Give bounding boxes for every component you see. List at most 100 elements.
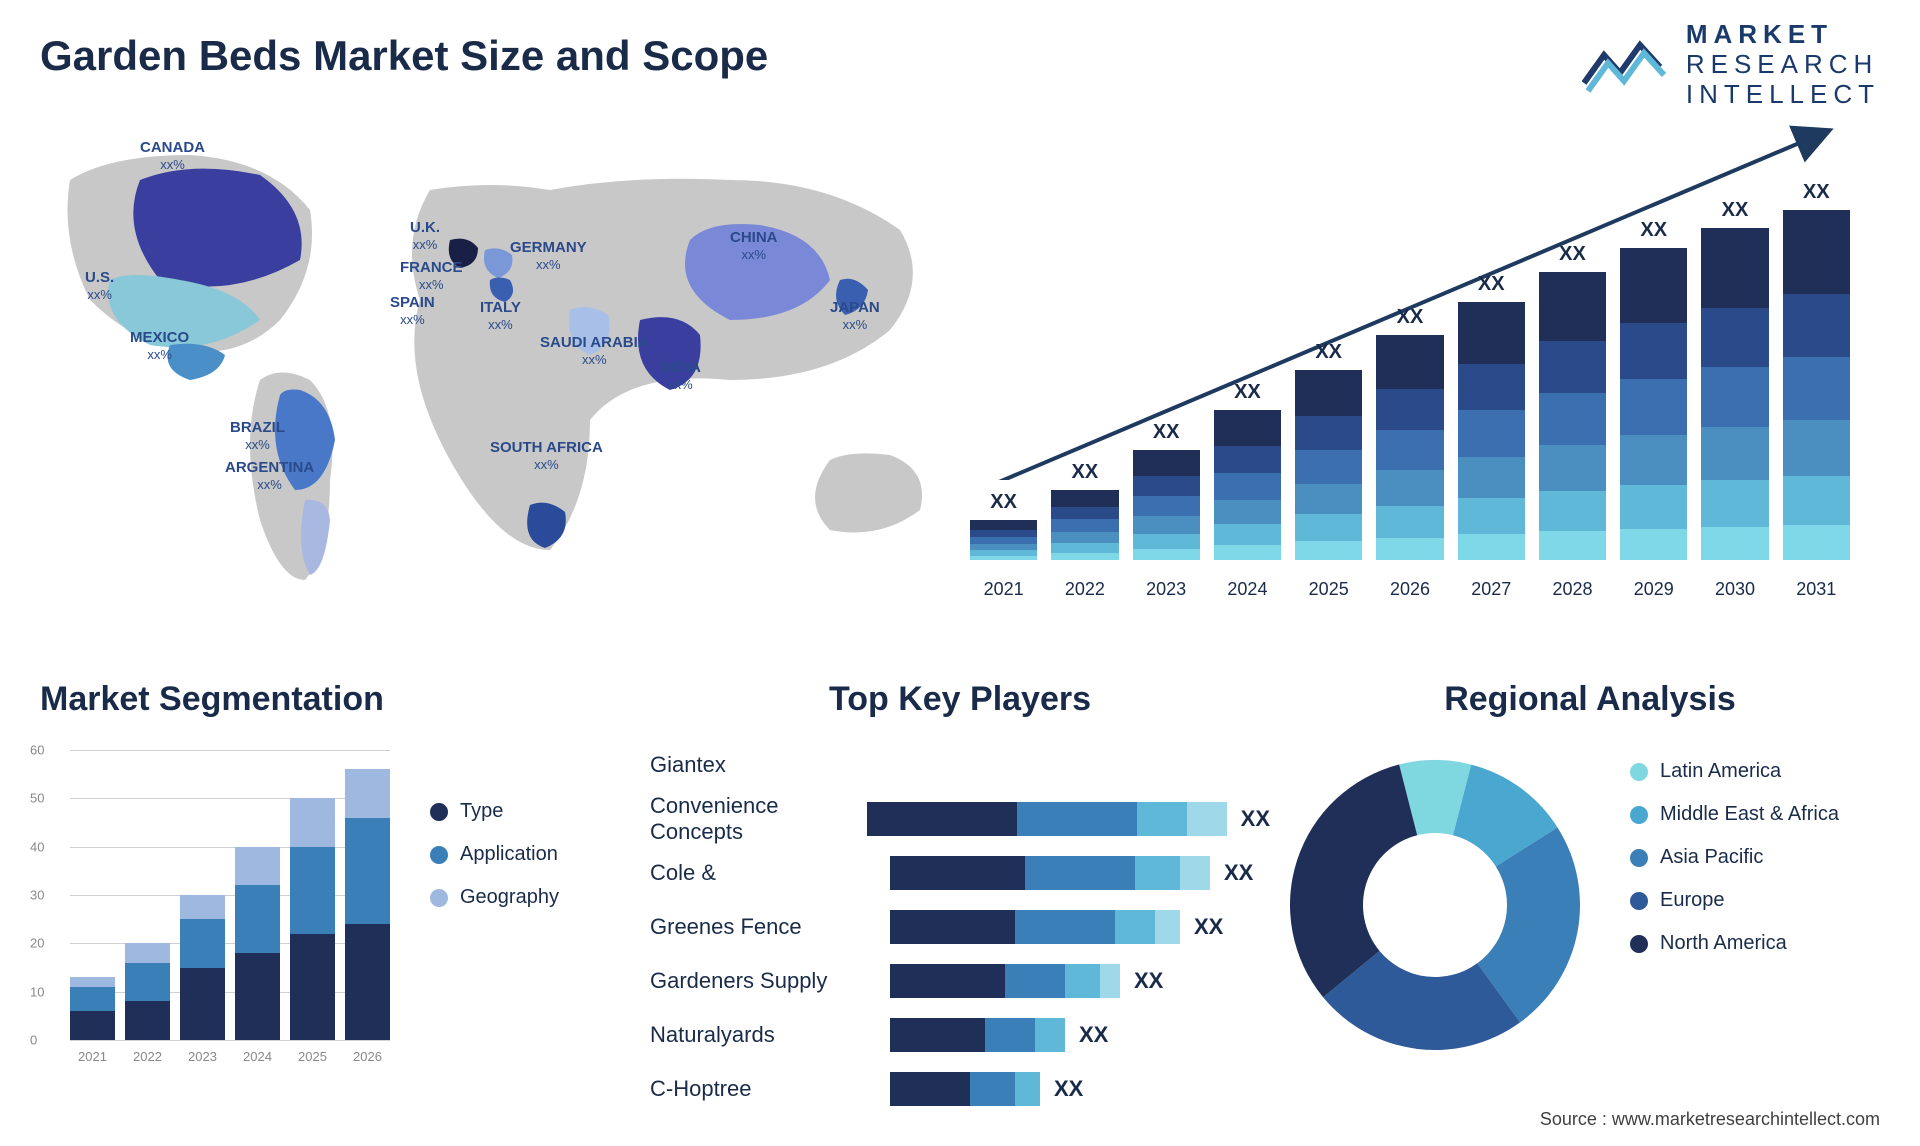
player-row: Greenes FenceXX (650, 900, 1270, 954)
map-label: JAPANxx% (830, 300, 880, 333)
legend-item: Latin America (1630, 760, 1839, 783)
player-row: Convenience Concepts XX (650, 792, 1270, 846)
seg-ytick: 10 (30, 984, 44, 999)
map-label: SPAINxx% (390, 295, 435, 328)
growth-bar-column: XX (1376, 306, 1443, 560)
player-row: Giantex (650, 738, 1270, 792)
growth-year-label: 2022 (1051, 579, 1118, 600)
world-map: CANADAxx%U.S.xx%MEXICOxx%BRAZILxx%ARGENT… (30, 120, 970, 600)
map-label: INDIAxx% (660, 360, 701, 393)
player-name: Naturalyards (650, 1022, 890, 1048)
growth-value-label: XX (1072, 461, 1099, 484)
growth-bar-column: XX (1295, 341, 1362, 560)
seg-year-label: 2023 (180, 1049, 225, 1064)
legend-item: Middle East & Africa (1630, 803, 1839, 826)
player-value: XX (1134, 968, 1163, 994)
seg-bar-column (125, 943, 170, 1040)
page-title: Garden Beds Market Size and Scope (40, 32, 768, 80)
player-name: Greenes Fence (650, 914, 890, 940)
map-label: ARGENTINAxx% (225, 460, 314, 493)
growth-value-label: XX (1153, 421, 1180, 444)
seg-bar-column (290, 798, 335, 1040)
player-bar (890, 1018, 1065, 1052)
growth-year-label: 2028 (1539, 579, 1606, 600)
legend-item: Europe (1630, 889, 1839, 912)
player-row: Cole & XX (650, 846, 1270, 900)
growth-year-label: 2025 (1295, 579, 1362, 600)
regional-heading: Regional Analysis (1300, 680, 1880, 719)
growth-year-label: 2027 (1458, 579, 1525, 600)
player-value: XX (1079, 1022, 1108, 1048)
player-bar (867, 802, 1227, 836)
map-label: GERMANYxx% (510, 240, 587, 273)
growth-value-label: XX (1478, 273, 1505, 296)
regional-legend: Latin America Middle East & Africa Asia Pa… (1630, 760, 1839, 975)
seg-ytick: 30 (30, 888, 44, 903)
growth-bar-column: XX (1458, 273, 1525, 560)
seg-bar-column (70, 977, 115, 1040)
seg-ytick: 60 (30, 743, 44, 758)
segmentation-section: Market Segmentation 0102030405060 202120… (40, 680, 640, 719)
growth-bar-column: XX (1701, 199, 1768, 560)
growth-value-label: XX (1315, 341, 1342, 364)
logo-line3: INTELLECT (1686, 80, 1880, 110)
growth-year-label: 2023 (1133, 579, 1200, 600)
map-label: SAUDI ARABIAxx% (540, 335, 649, 368)
seg-ytick: 20 (30, 936, 44, 951)
seg-year-label: 2022 (125, 1049, 170, 1064)
seg-bar-column (235, 847, 280, 1040)
growth-year-label: 2031 (1783, 579, 1850, 600)
players-heading: Top Key Players (650, 680, 1270, 719)
growth-bar-column: XX (1214, 381, 1281, 560)
brand-logo: MARKET RESEARCH INTELLECT (1582, 20, 1880, 110)
player-value: XX (1224, 860, 1253, 886)
source-attribution: Source : www.marketresearchintellect.com (1540, 1109, 1880, 1130)
seg-year-label: 2025 (290, 1049, 335, 1064)
growth-value-label: XX (1234, 381, 1261, 404)
growth-value-label: XX (1559, 243, 1586, 266)
player-name: Cole & (650, 860, 890, 886)
growth-bar-column: XX (1539, 243, 1606, 560)
growth-year-label: 2024 (1214, 579, 1281, 600)
player-bar (890, 856, 1210, 890)
player-value: XX (1241, 806, 1270, 832)
seg-ytick: 50 (30, 791, 44, 806)
player-bar (890, 1072, 1040, 1106)
donut-slice (1290, 765, 1417, 998)
player-name: Giantex (650, 752, 890, 778)
growth-value-label: XX (1640, 219, 1667, 242)
regional-section: Regional Analysis Latin AmericaMiddle Ea… (1300, 680, 1880, 719)
map-label: CANADAxx% (140, 140, 205, 173)
growth-bar-column: XX (970, 491, 1037, 560)
player-name: Gardeners Supply (650, 968, 890, 994)
map-label: SOUTH AFRICAxx% (490, 440, 603, 473)
player-row: Gardeners Supply XX (650, 954, 1270, 1008)
map-label: BRAZILxx% (230, 420, 285, 453)
player-row: Naturalyards XX (650, 1008, 1270, 1062)
map-label: ITALYxx% (480, 300, 521, 333)
seg-ytick: 40 (30, 839, 44, 854)
growth-year-label: 2030 (1701, 579, 1768, 600)
legend-item: Asia Pacific (1630, 846, 1839, 869)
map-label: MEXICOxx% (130, 330, 189, 363)
legend-item: North America (1630, 932, 1839, 955)
growth-year-label: 2026 (1376, 579, 1443, 600)
growth-bar-column: XX (1620, 219, 1687, 560)
player-bar (890, 964, 1120, 998)
map-label: U.K.xx% (410, 220, 440, 253)
legend-item: Geography (430, 886, 559, 909)
growth-value-label: XX (1803, 181, 1830, 204)
growth-bar-column: XX (1051, 461, 1118, 560)
logo-icon (1582, 33, 1672, 97)
player-name: C-Hoptree (650, 1076, 890, 1102)
player-name: Convenience Concepts (650, 793, 867, 845)
growth-value-label: XX (1397, 306, 1424, 329)
growth-value-label: XX (1722, 199, 1749, 222)
growth-bar-column: XX (1783, 181, 1850, 560)
segmentation-chart: 0102030405060 202120222023202420252026 (30, 740, 400, 1070)
segmentation-heading: Market Segmentation (40, 680, 640, 719)
logo-line2: RESEARCH (1686, 50, 1880, 80)
growth-bar-column: XX (1133, 421, 1200, 560)
segmentation-legend: TypeApplicationGeography (430, 800, 559, 929)
seg-bar-column (345, 769, 390, 1040)
